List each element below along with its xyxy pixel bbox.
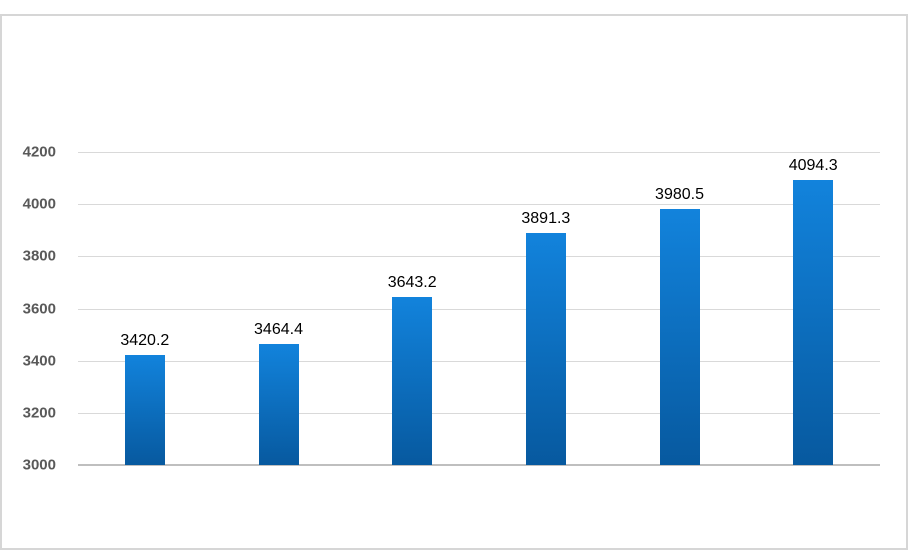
gridline-3400 bbox=[78, 360, 880, 362]
bar-slot-2021: 3891.3 bbox=[479, 210, 613, 465]
bar-value-label: 3980.5 bbox=[655, 186, 704, 204]
bar-slot-2022: 3980.5 bbox=[613, 186, 747, 465]
bar-value-label: 3464.4 bbox=[254, 320, 303, 338]
y-tick-label: 3000 bbox=[22, 456, 56, 474]
plot-area: 4200 4000 3800 3600 3400 3200 3000 3420.2 3464.… bbox=[23, 144, 880, 474]
gridline-3000 bbox=[78, 464, 880, 466]
y-axis: 4200 4000 3800 3600 3400 3200 3000 bbox=[0, 144, 64, 474]
gridline-3800 bbox=[78, 256, 880, 258]
y-tick-label: 4200 bbox=[22, 143, 56, 161]
bar-slot-2018: 3420.2 bbox=[78, 332, 212, 465]
gridline-3600 bbox=[78, 308, 880, 310]
y-tick-label: 3600 bbox=[22, 300, 56, 317]
bar-2021 bbox=[525, 232, 566, 465]
bar-2019 bbox=[258, 343, 299, 465]
bar-2023E bbox=[793, 179, 834, 465]
y-tick-label: 3800 bbox=[22, 247, 56, 265]
bar-2020 bbox=[392, 297, 433, 465]
bar-value-label: 3420.2 bbox=[120, 332, 170, 350]
y-tick-label: 4000 bbox=[22, 195, 56, 213]
bar-value-label: 4094.3 bbox=[788, 156, 838, 174]
gridline-3200 bbox=[78, 412, 880, 414]
bar-slot-2023E: 4094.3 bbox=[746, 157, 880, 465]
bars-container: 3420.2 3464.4 3643.2 3891.3 3980.5 4094.3 bbox=[78, 152, 880, 465]
bar-2022 bbox=[659, 209, 700, 465]
bar-slot-2019: 3464.4 bbox=[212, 321, 346, 465]
gridline-4200 bbox=[78, 152, 880, 153]
y-tick-label: 3400 bbox=[22, 352, 56, 370]
bar-value-label: 3643.2 bbox=[387, 274, 437, 292]
bar-value-label: 3891.3 bbox=[521, 209, 571, 227]
bar-2018 bbox=[124, 355, 165, 465]
gridline-4000 bbox=[78, 204, 880, 206]
y-tick-label: 3200 bbox=[22, 404, 56, 422]
bar-slot-2020: 3643.2 bbox=[345, 274, 479, 465]
